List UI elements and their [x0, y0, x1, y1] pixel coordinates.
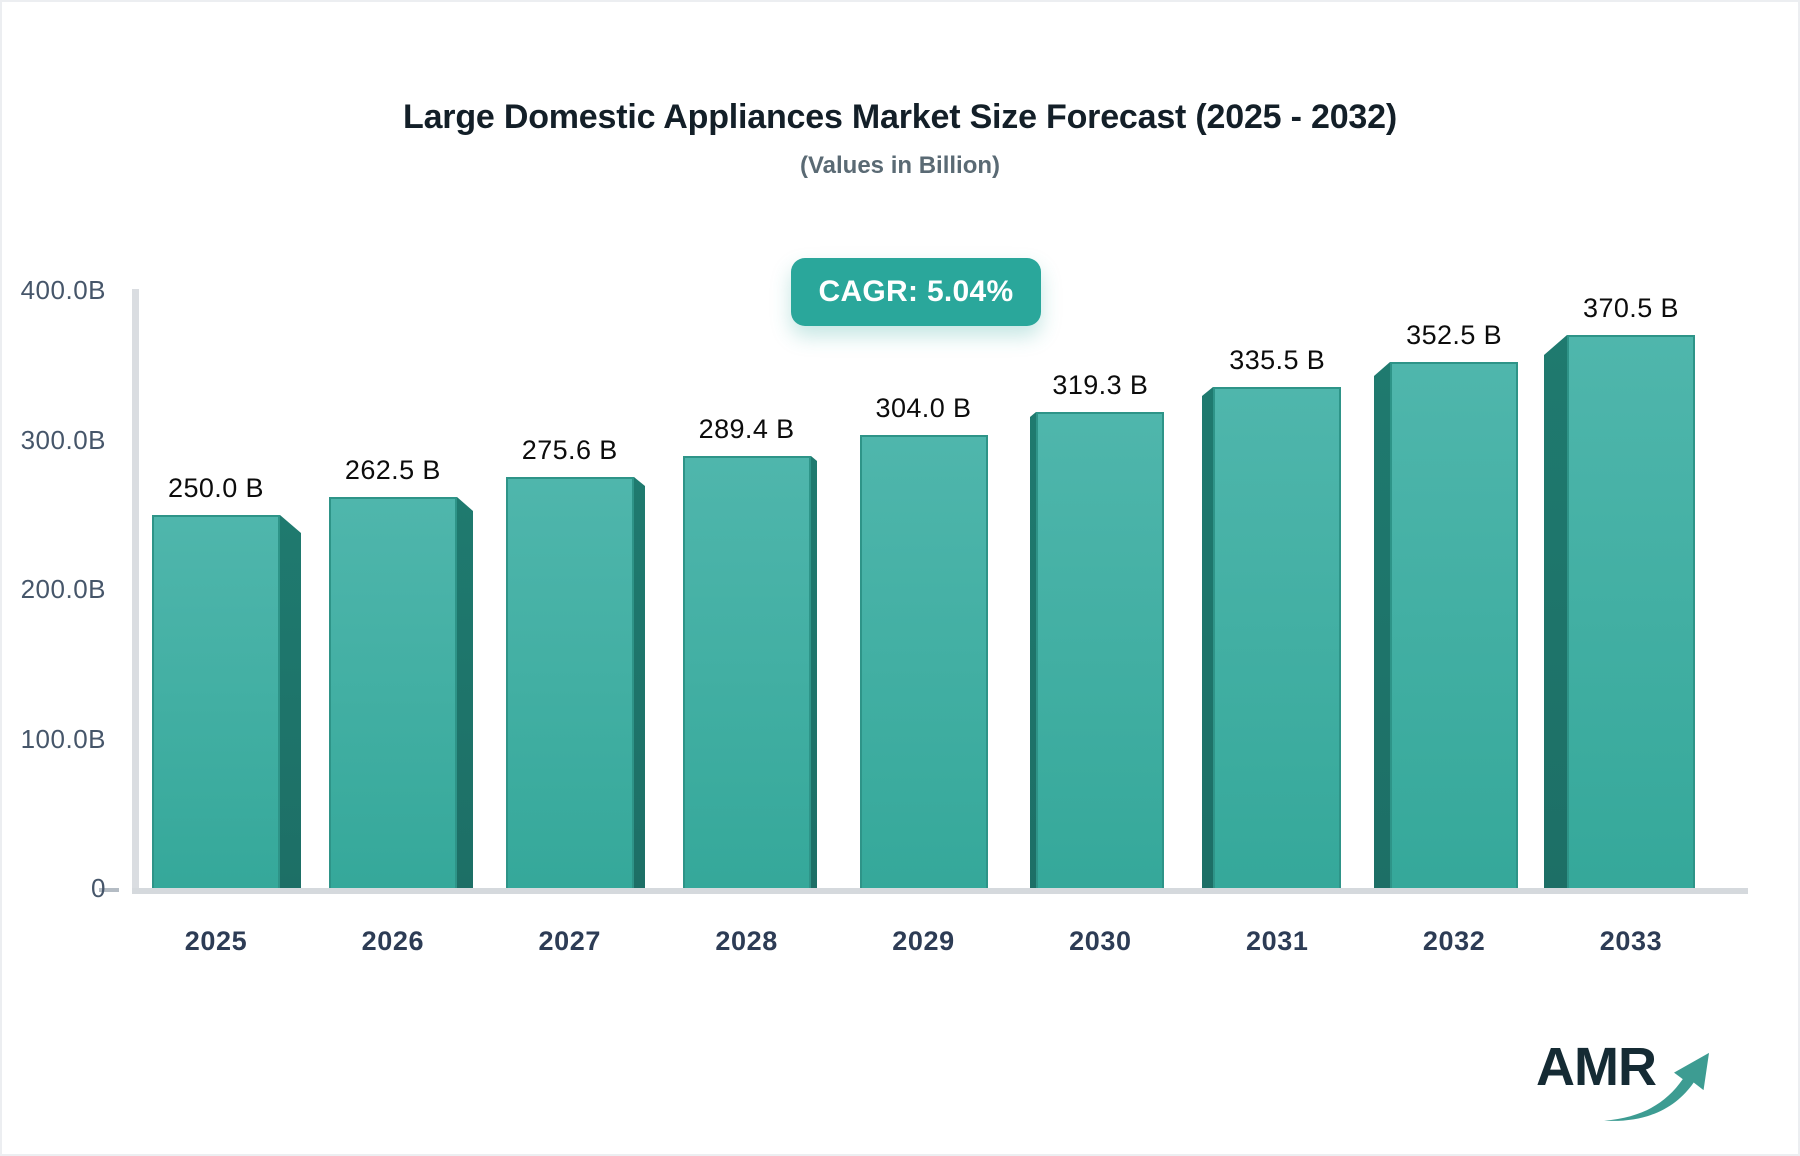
x-tick-label: 2027 [538, 926, 601, 956]
x-tick-label: 2031 [1246, 926, 1309, 956]
x-axis-line [132, 888, 1748, 894]
x-tick-label: 2026 [361, 926, 425, 956]
x-tick-label: 2030 [1069, 926, 1132, 956]
bar-value-label: 352.5 B [1406, 320, 1503, 350]
bar-2026 [329, 497, 457, 889]
bar-2029 [860, 435, 988, 889]
bar-2033 [1567, 335, 1695, 889]
y-tick-label: 0 [91, 873, 106, 903]
bar-side [811, 456, 817, 889]
growth-arrow-icon [1604, 1052, 1710, 1121]
y-tick-label: 400.0B [20, 275, 106, 305]
bar-2027 [506, 477, 634, 889]
bar-side [280, 515, 301, 889]
bar-2031 [1213, 387, 1341, 889]
bar-2030 [1036, 412, 1164, 889]
x-tick-label: 2025 [184, 926, 248, 956]
page-title: Large Domestic Appliances Market Size Fo… [403, 98, 1397, 136]
bar-value-label: 304.0 B [875, 393, 972, 423]
bar-value-label: 319.3 B [1052, 370, 1149, 400]
bar-side [634, 477, 645, 889]
x-tick-label: 2029 [892, 926, 955, 956]
amr-logo-text: AMR [1536, 1037, 1657, 1097]
bar-value-label: 370.5 B [1583, 293, 1679, 323]
y-axis-line [132, 289, 139, 889]
y-tick-label: 100.0B [20, 723, 106, 754]
x-tick-label: 2028 [715, 926, 778, 956]
bar-side [1202, 387, 1213, 889]
bar-side [1030, 412, 1036, 889]
x-tick-label: 2033 [1599, 926, 1663, 956]
bar-value-label: 335.5 B [1229, 345, 1326, 375]
cagr-badge: CAGR: 5.04% [791, 258, 1041, 326]
page-subtitle: (Values in Billion) [799, 152, 1001, 179]
bar-side [1374, 362, 1390, 889]
y-tick-label: 300.0B [20, 424, 106, 455]
bar-value-label: 250.0 B [168, 473, 264, 503]
y-tick-label: 200.0B [20, 574, 106, 604]
bar-2025 [152, 515, 280, 889]
bar-2032 [1390, 362, 1518, 889]
bar-2028 [683, 456, 811, 889]
x-tick-label: 2032 [1422, 926, 1486, 956]
bar-side [457, 497, 473, 889]
bar-side [1544, 335, 1567, 889]
zero-tick-mark [99, 888, 119, 892]
cagr-badge-label: CAGR: 5.04% [818, 275, 1014, 308]
bar-value-label: 275.6 B [521, 435, 618, 465]
amr-logo: AMR [1530, 1028, 1740, 1123]
bar-value-label: 262.5 B [344, 455, 441, 485]
bar-value-label: 289.4 B [698, 414, 795, 444]
